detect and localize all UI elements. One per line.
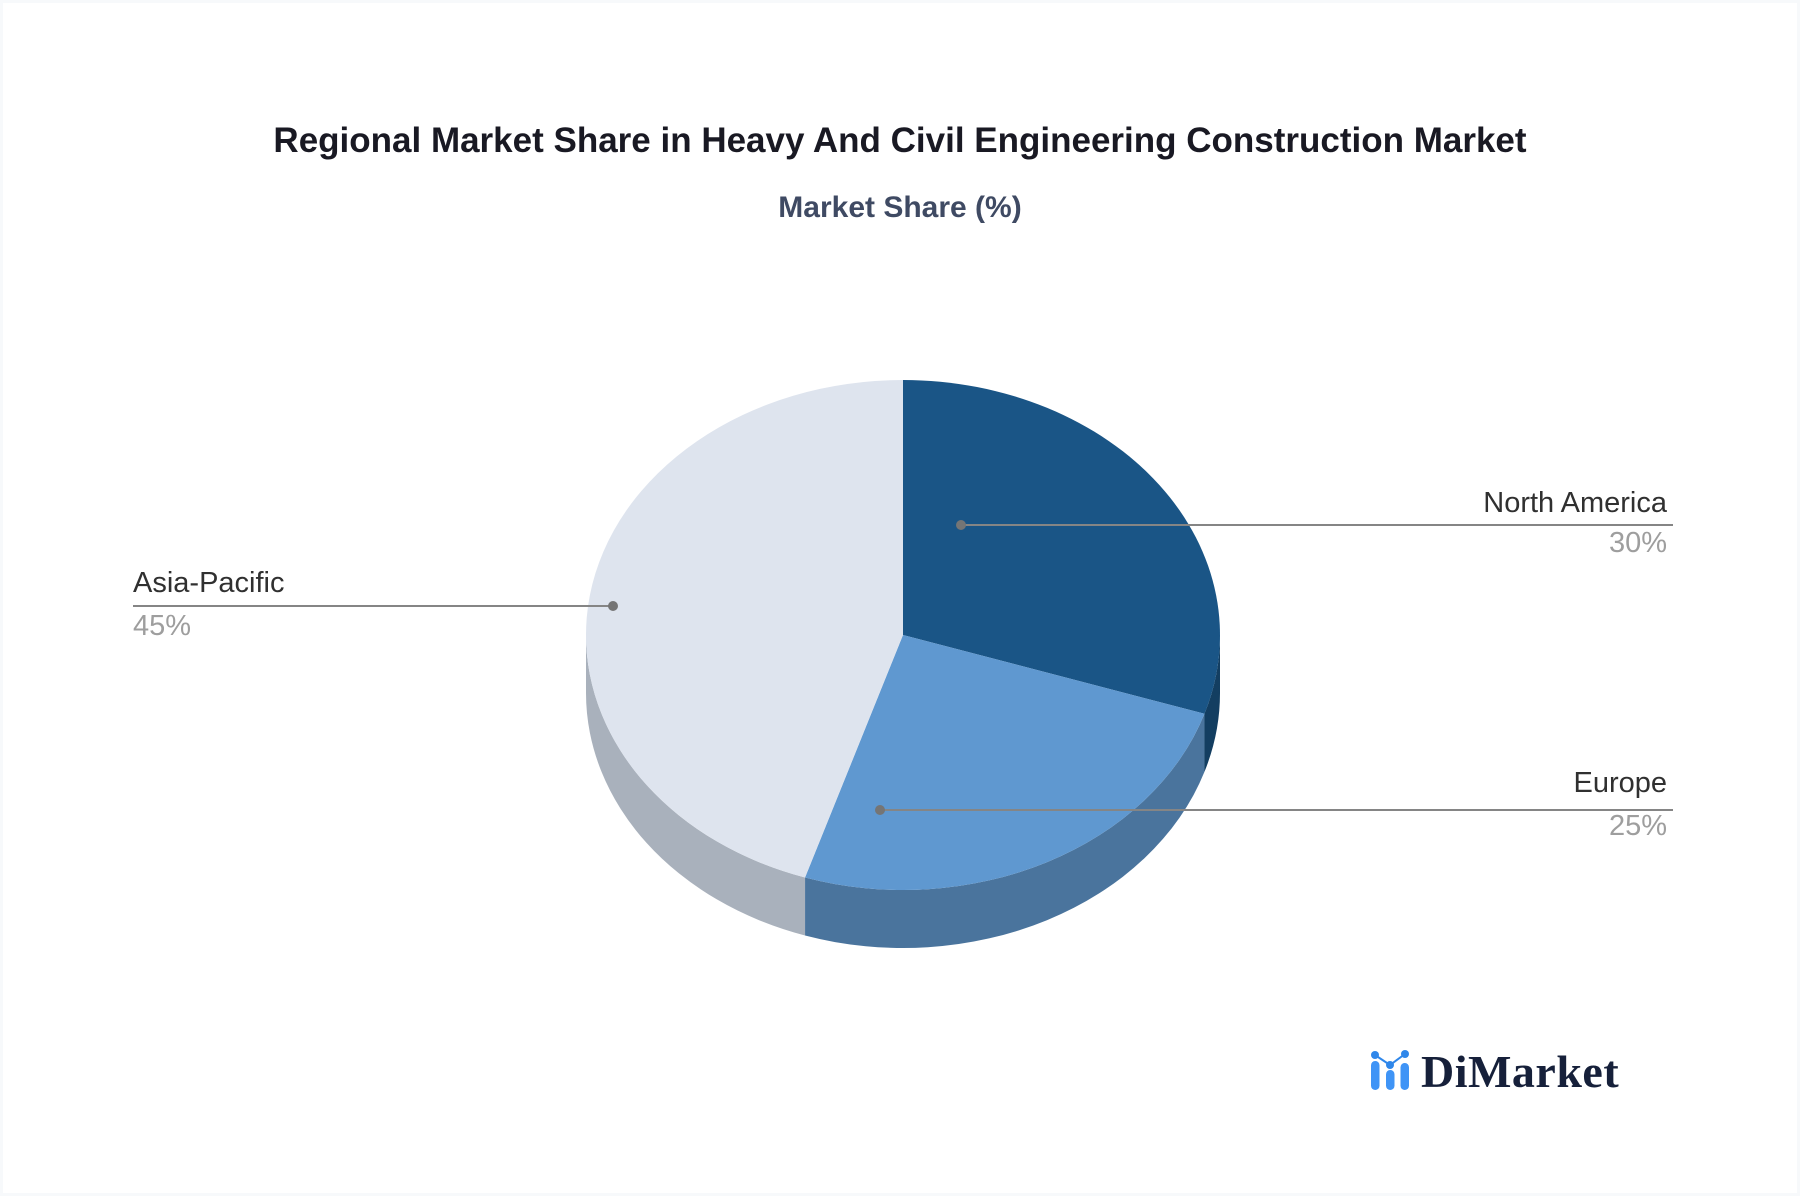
slice-value-north-america: 30% <box>1608 527 1667 559</box>
chart-title: Regional Market Share in Heavy And Civil… <box>273 121 1527 160</box>
leader-dot-north-america <box>956 520 966 530</box>
pie-slice-europe <box>805 635 1205 890</box>
leader-dot-europe <box>875 805 885 815</box>
logo-dot-1 <box>1371 1051 1379 1059</box>
pie-chart <box>133 380 1673 948</box>
pie-slice-north-america <box>903 380 1220 714</box>
pie-side-europe <box>805 713 1205 948</box>
slice-label-asia-pacific: Asia-Pacific <box>133 567 285 599</box>
logo-dot-2 <box>1386 1061 1394 1069</box>
logo-bar-2 <box>1386 1070 1395 1090</box>
bar-line-chart-icon <box>1371 1050 1409 1090</box>
pie-side-asia-pacific <box>586 635 806 936</box>
logo-bar-1 <box>1371 1061 1380 1090</box>
slice-value-europe: 25% <box>1608 810 1667 842</box>
logo-text: DiMarket <box>1421 1046 1620 1097</box>
pie-side-north-america <box>1204 635 1220 772</box>
dimarket-logo: DiMarket <box>1371 1045 1619 1095</box>
pie-slice-asia-pacific <box>585 380 903 878</box>
logo-dot-3 <box>1401 1050 1409 1058</box>
slice-label-europe: Europe <box>1573 767 1667 799</box>
chart-subtitle: Market Share (%) <box>778 191 1022 224</box>
slice-label-north-america: North America <box>1483 487 1667 519</box>
slice-value-asia-pacific: 45% <box>133 610 192 642</box>
leader-dot-asia-pacific <box>608 601 618 611</box>
logo-bar-3 <box>1400 1063 1409 1090</box>
